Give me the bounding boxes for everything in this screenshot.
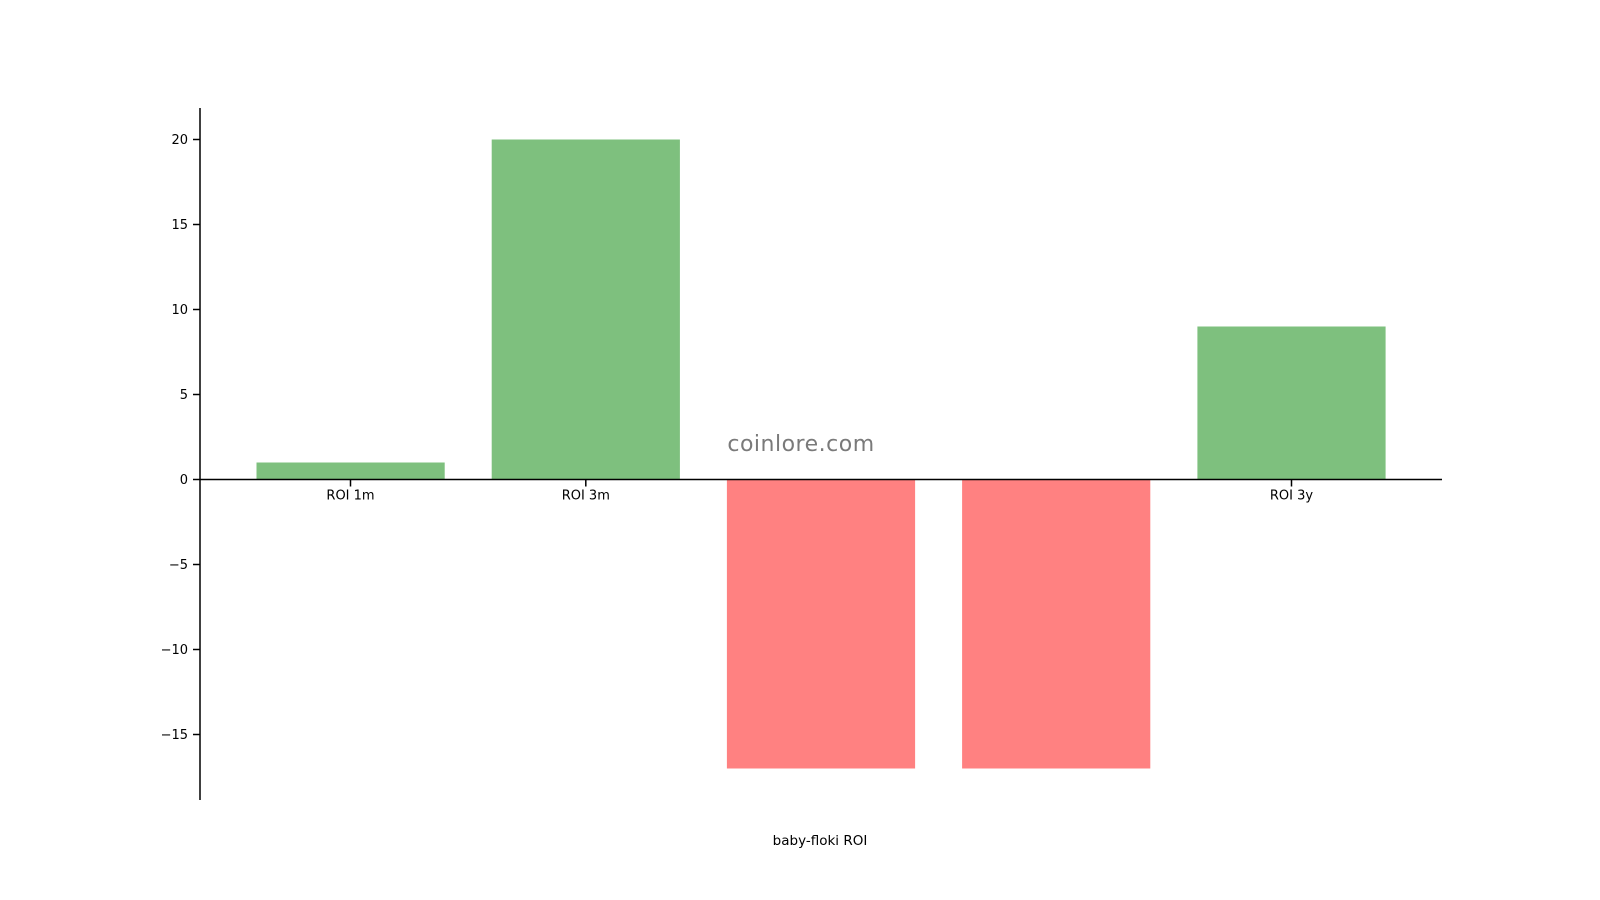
y-tick-label: −10 (161, 643, 188, 658)
y-tick-label: −5 (169, 558, 188, 573)
y-tick-label: 10 (171, 303, 188, 318)
bar-unlabeled-2 (726, 479, 916, 769)
bar-roi-1m (256, 462, 445, 480)
y-tick-label: 20 (171, 133, 188, 148)
y-tick-label: −15 (161, 728, 188, 743)
x-tick-label: ROI 3m (562, 489, 610, 504)
chart-title: baby-floki ROI (772, 833, 868, 849)
y-tick-label: 5 (180, 388, 188, 403)
bar-unlabeled-3 (962, 479, 1151, 769)
x-tick-label: ROI 3y (1270, 489, 1314, 504)
x-tick-label: ROI 1m (326, 489, 374, 504)
y-tick-label: 15 (171, 218, 188, 233)
y-tick-label: 0 (180, 473, 188, 488)
watermark: coinlore.com (727, 432, 875, 457)
bar-roi-3m (491, 139, 680, 480)
bar-roi-3y (1197, 326, 1386, 480)
